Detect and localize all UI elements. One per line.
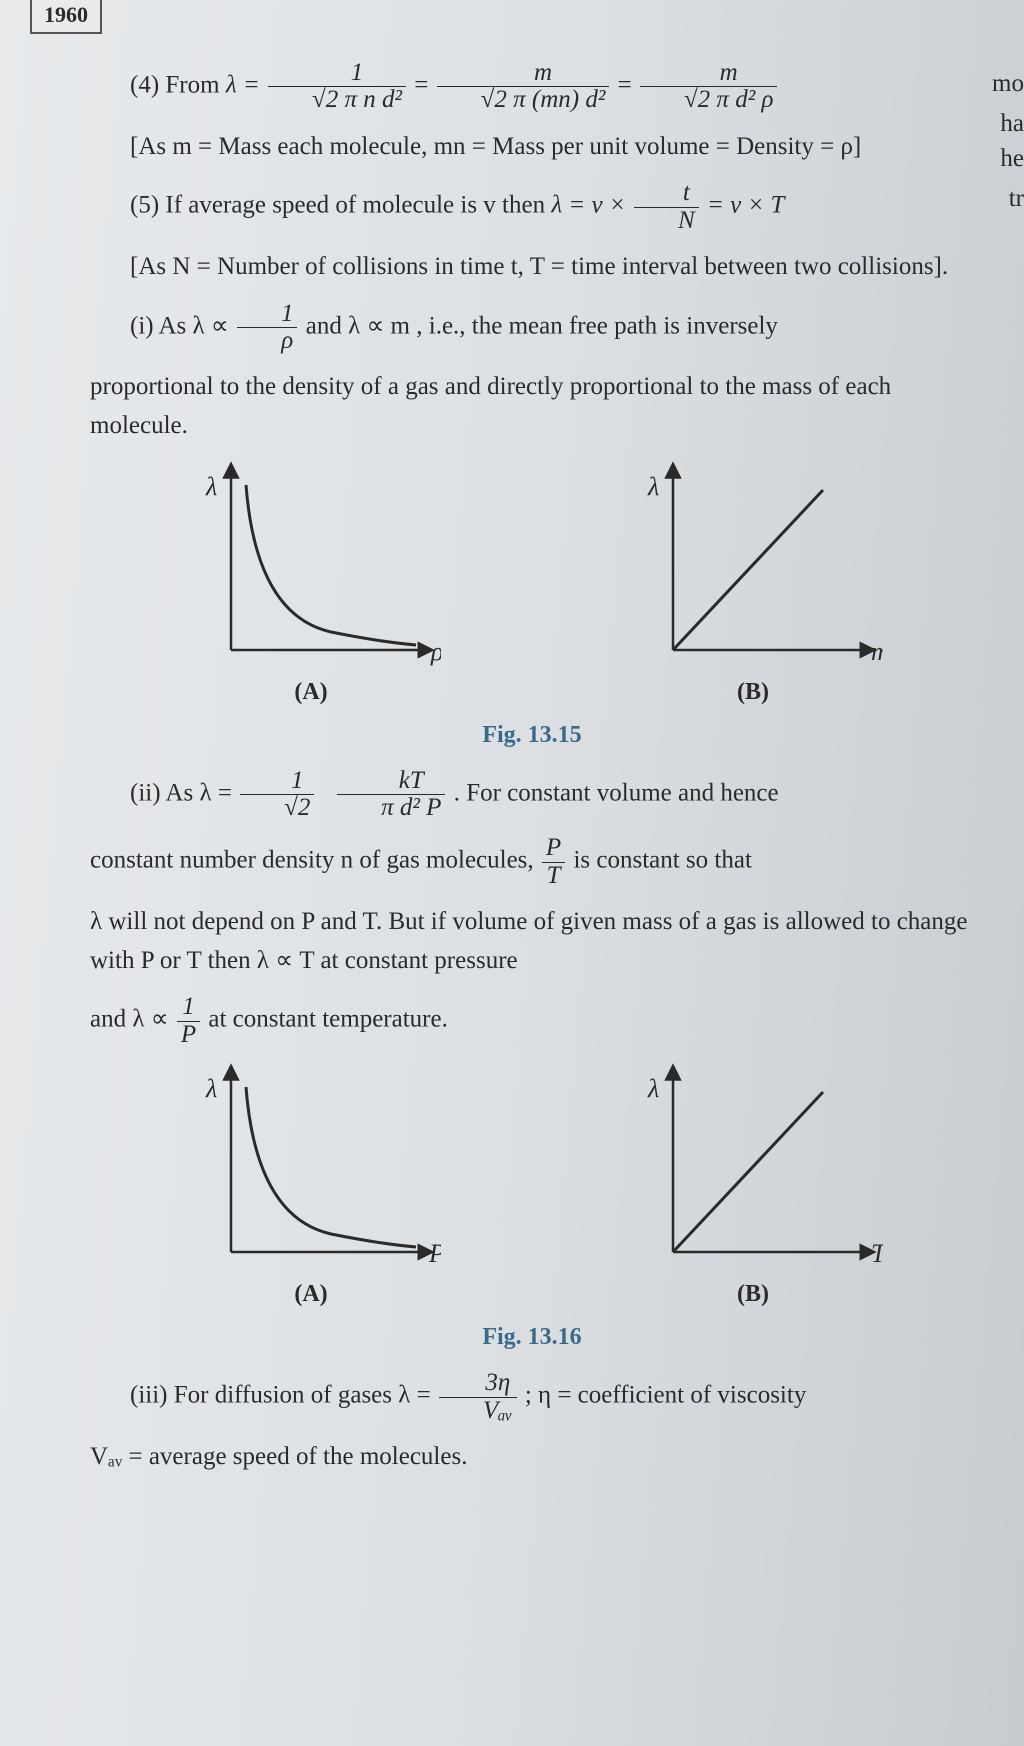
fraction-2-num: m: [437, 60, 610, 87]
edge-cut-text-4: tr: [1009, 185, 1024, 213]
fig-13-15-b: λ m (B): [623, 460, 883, 711]
fraction-1rho: 1 ρ: [237, 301, 298, 355]
fraction-3-num: m: [640, 60, 778, 87]
item-ii: (ii) As λ = 1 √2 kT π d² P . For constan…: [90, 768, 974, 822]
item-i: (i) As λ ∝ 1 ρ and λ ∝ m , i.e., the mea…: [90, 301, 974, 355]
fig-13-16-b-label: (B): [623, 1276, 883, 1313]
fraction-PT-den: T: [542, 863, 565, 889]
fraction-1P-num: 1: [177, 994, 200, 1021]
chart-lambda-vs-m: λ m: [623, 460, 883, 670]
axis-x-label: ρ: [430, 637, 441, 666]
fraction-kT: kT π d² P: [337, 768, 445, 822]
item-5-tail: = v × T: [707, 192, 785, 219]
fraction-PT-num: P: [542, 835, 565, 862]
item-ii-b: constant number density n of gas molecul…: [90, 835, 974, 889]
fig-13-16-a-label: (A): [181, 1276, 441, 1313]
fraction-3-den: √2 π d² ρ: [640, 87, 778, 113]
item-iii-lead: (iii) For diffusion of gases λ =: [130, 1382, 437, 1409]
fraction-1root2-num: 1: [240, 768, 314, 795]
eq-sep-1: =: [414, 71, 434, 98]
axis-y-label-b: λ: [647, 472, 659, 501]
fraction-1root2: 1 √2: [240, 768, 314, 822]
chart-lambda-vs-T: λ T: [623, 1062, 883, 1272]
fraction-2: m √2 π (mn) d²: [437, 60, 610, 114]
fig-13-16: λ P (A) λ T (B): [90, 1062, 974, 1313]
fraction-tN-den: N: [634, 208, 699, 234]
item-5-eq: λ = v ×: [551, 192, 632, 219]
item-ii-d-b: at constant temperature.: [208, 1006, 447, 1033]
page-number-tab: 1960: [30, 0, 102, 34]
fraction-3eta-den: Vₐᵥ: [439, 1398, 517, 1424]
edge-cut-text-1: mo: [992, 70, 1024, 98]
axis-y-label-16b: λ: [647, 1074, 659, 1103]
content: (4) From λ = 1 √2 π n d² = m √2 π (mn) d…: [90, 60, 974, 1477]
item-i-mid: and λ ∝ m , i.e., the mean free path is …: [306, 312, 778, 339]
fraction-2-den: √2 π (mn) d²: [437, 87, 610, 113]
item-4: (4) From λ = 1 √2 π n d² = m √2 π (mn) d…: [90, 60, 974, 114]
fraction-1rho-den: ρ: [237, 328, 298, 354]
fraction-kT-den: π d² P: [337, 795, 445, 821]
fraction-1root2-den: √2: [240, 795, 314, 821]
item-i-lead: (i) As λ ∝: [130, 312, 235, 339]
axis-x-label-16a: P: [428, 1239, 441, 1268]
fraction-3eta-num: 3η: [439, 1370, 517, 1397]
page: 1960 mo ha he tr (4) From λ = 1 √2 π n d…: [0, 0, 1024, 1746]
axis-y-label-16a: λ: [205, 1074, 217, 1103]
fraction-PT: P T: [542, 835, 565, 889]
axis-x-label-16b: T: [871, 1239, 883, 1268]
fraction-1-den: √2 π n d²: [268, 87, 406, 113]
eq-sep-2: =: [618, 71, 638, 98]
fraction-1-num: 1: [268, 60, 406, 87]
edge-cut-text-3: he: [1000, 145, 1024, 173]
chart-lambda-vs-P: λ P: [181, 1062, 441, 1272]
edge-cut-text-2: ha: [1000, 110, 1024, 138]
item-ii-tail: . For constant volume and hence: [454, 779, 779, 806]
item-ii-d-a: and λ ∝: [90, 1006, 175, 1033]
fraction-3: m √2 π d² ρ: [640, 60, 778, 114]
fraction-3eta: 3η Vₐᵥ: [439, 1370, 517, 1424]
item-4-lead: (4) From: [130, 71, 226, 98]
item-5: (5) If average speed of molecule is v th…: [90, 180, 974, 234]
fraction-1: 1 √2 π n d²: [268, 60, 406, 114]
fraction-1P-den: P: [177, 1022, 200, 1048]
fraction-tN: t N: [634, 180, 699, 234]
axis-x-label-b: m: [871, 637, 883, 666]
item-ii-c: λ will not depend on P and T. But if vol…: [90, 903, 974, 981]
chart-lambda-vs-rho: λ ρ: [181, 460, 441, 670]
item-iii-tail: ; η = coefficient of viscosity: [525, 1382, 807, 1409]
fraction-1rho-num: 1: [237, 301, 298, 328]
fig-13-15-b-label: (B): [623, 674, 883, 711]
fig-13-16-a: λ P (A): [181, 1062, 441, 1313]
item-ii-d: and λ ∝ 1 P at constant temperature.: [90, 994, 974, 1048]
item-5-note: [As N = Number of collisions in time t, …: [90, 248, 974, 287]
item-iii-b: Vₐᵥ = average speed of the molecules.: [90, 1438, 974, 1477]
fig-13-16-caption: Fig. 13.16: [90, 1319, 974, 1356]
item-ii-b-b: is constant so that: [573, 847, 751, 874]
fraction-1P: 1 P: [177, 994, 200, 1048]
fig-13-15-caption: Fig. 13.15: [90, 717, 974, 754]
item-5-lead: (5) If average speed of molecule is v th…: [130, 192, 551, 219]
fraction-kT-num: kT: [337, 768, 445, 795]
item-iii: (iii) For diffusion of gases λ = 3η Vₐᵥ …: [90, 1370, 974, 1424]
item-ii-b-a: constant number density n of gas molecul…: [90, 847, 540, 874]
item-ii-lead: (ii) As λ =: [130, 779, 238, 806]
eq-lhs: λ =: [226, 71, 260, 98]
fig-13-16-b: λ T (B): [623, 1062, 883, 1313]
fig-13-15-a-label: (A): [181, 674, 441, 711]
fig-13-15-a: λ ρ (A): [181, 460, 441, 711]
fraction-tN-num: t: [634, 180, 699, 207]
axis-y-label: λ: [205, 472, 217, 501]
item-i-b: proportional to the density of a gas and…: [90, 368, 974, 446]
fig-13-15: λ ρ (A) λ m (B): [90, 460, 974, 711]
item-4-note: [As m = Mass each molecule, mn = Mass pe…: [90, 128, 974, 167]
